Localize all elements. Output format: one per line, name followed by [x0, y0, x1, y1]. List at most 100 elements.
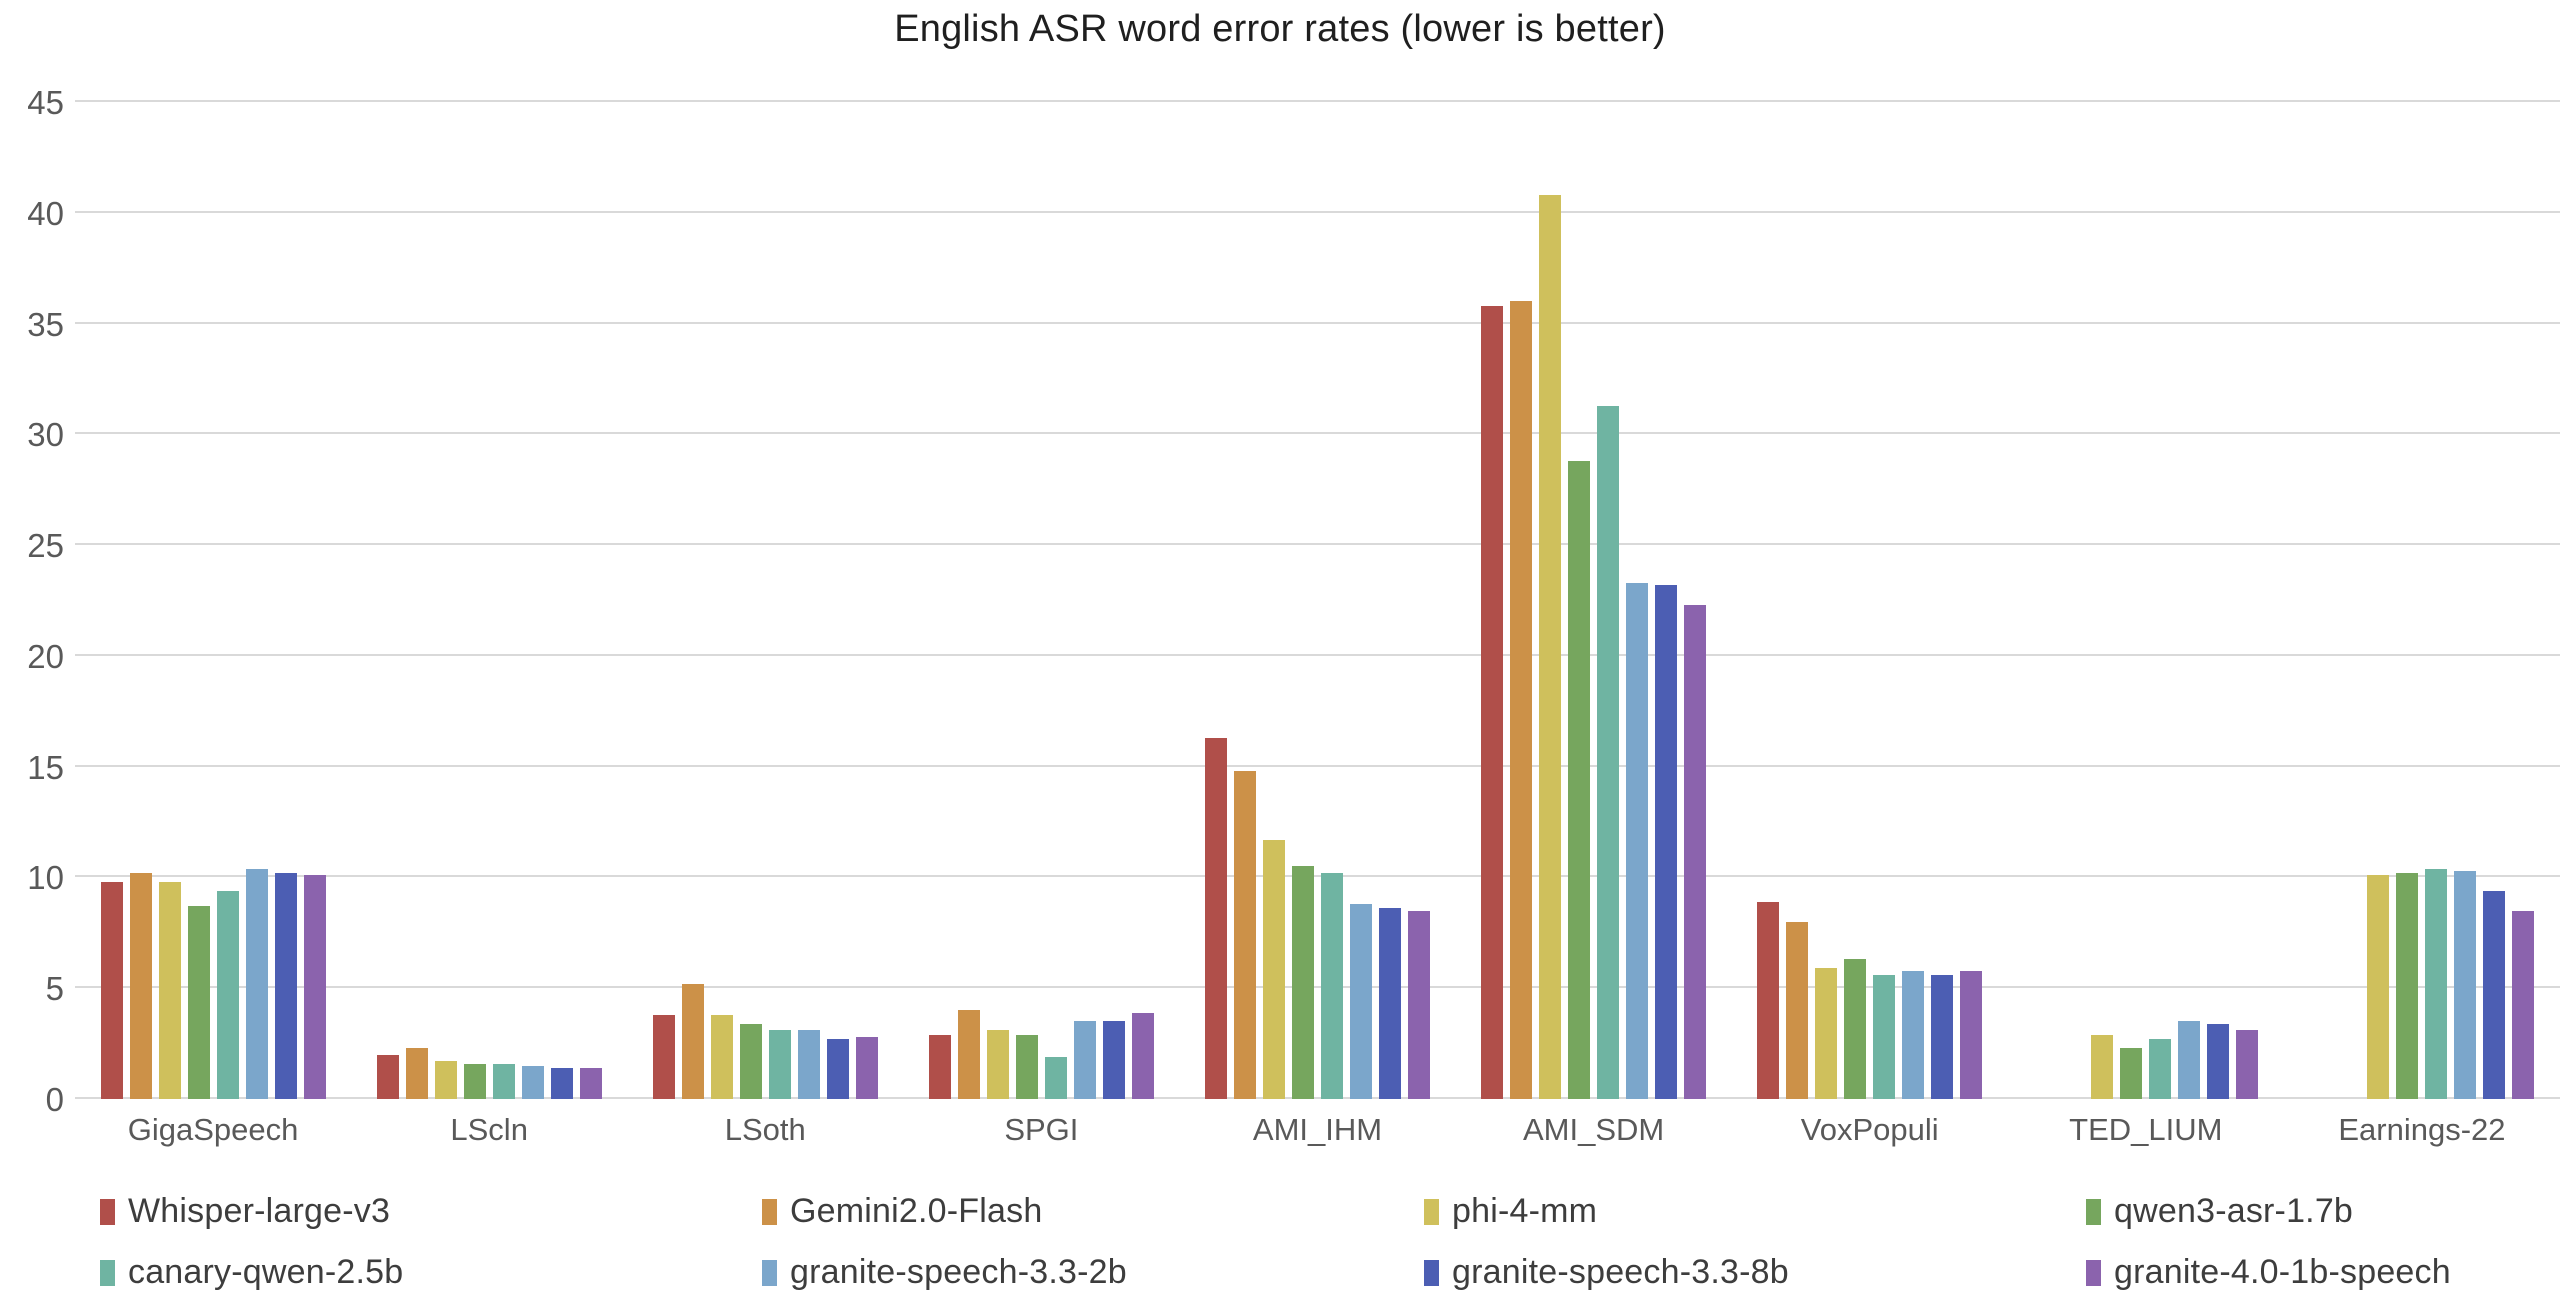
gridline-y-25	[75, 543, 2560, 546]
bar-canary-qwen-2.5b-SPGI	[1044, 1056, 1067, 1099]
bar-Gemini2.0-Flash-SPGI	[957, 1010, 980, 1099]
bar-slots	[376, 102, 602, 1099]
bar-slot	[463, 102, 486, 1099]
bar-slot	[2033, 102, 2055, 1099]
bar-slot	[579, 102, 602, 1099]
bar-Whisper-large-v3-VoxPopuli	[1757, 901, 1780, 1099]
bar-slot	[245, 102, 268, 1099]
bar-qwen3-asr-1.7b-AMI_SDM	[1568, 460, 1591, 1099]
bar-slot	[158, 102, 181, 1099]
bar-Gemini2.0-Flash-AMI_SDM	[1510, 301, 1533, 1099]
bar-group-GigaSpeech	[75, 102, 351, 1099]
legend-swatch-icon	[1424, 1198, 1439, 1225]
legend-label: qwen3-asr-1.7b	[2114, 1192, 2354, 1230]
bar-slot	[2149, 102, 2172, 1099]
bar-slot	[492, 102, 515, 1099]
bar-canary-qwen-2.5b-AMI_SDM	[1597, 405, 1620, 1099]
bar-slot	[2236, 102, 2259, 1099]
gridline-y-10	[75, 875, 2560, 878]
bar-slot	[1597, 102, 1620, 1099]
bar-slots	[1481, 102, 1707, 1099]
bar-slot	[274, 102, 297, 1099]
bar-granite-4.0-1b-speech-LSoth	[855, 1036, 878, 1099]
gridline-y-30	[75, 432, 2560, 435]
bar-slot	[768, 102, 791, 1099]
bar-granite-speech-3.3-2b-LScln	[521, 1065, 544, 1099]
bar-canary-qwen-2.5b-TED_LIUM	[2149, 1039, 2172, 1099]
bar-phi-4-mm-TED_LIUM	[2091, 1034, 2114, 1099]
legend-swatch-icon	[2086, 1259, 2101, 1286]
legend-label: Whisper-large-v3	[128, 1192, 391, 1230]
bar-slot	[376, 102, 399, 1099]
bar-canary-qwen-2.5b-AMI_IHM	[1320, 873, 1343, 1099]
bar-phi-4-mm-SPGI	[986, 1030, 1009, 1099]
bar-slots	[652, 102, 878, 1099]
bar-granite-speech-3.3-2b-GigaSpeech	[245, 868, 268, 1099]
legend-swatch-icon	[1424, 1259, 1439, 1286]
bar-granite-speech-3.3-2b-SPGI	[1073, 1021, 1096, 1099]
legend-swatch-icon	[100, 1198, 115, 1225]
bar-qwen3-asr-1.7b-LSoth	[739, 1023, 762, 1099]
bar-granite-4.0-1b-speech-TED_LIUM	[2236, 1030, 2259, 1099]
bar-granite-4.0-1b-speech-Earnings-22	[2512, 910, 2535, 1099]
bar-granite-speech-3.3-2b-VoxPopuli	[1902, 970, 1925, 1099]
bar-slot	[1102, 102, 1125, 1099]
y-axis-tick-label: 35	[27, 305, 64, 343]
bar-slot	[1073, 102, 1096, 1099]
plot-area: 0 5 10 15 20 25 30 35 40 45	[27, 84, 2560, 1118]
y-axis-tick-label: 10	[27, 859, 64, 897]
bar-phi-4-mm-Earnings-22	[2367, 875, 2390, 1099]
bar-slot	[986, 102, 1009, 1099]
legend-item-phi-4-mm: phi-4-mm	[1424, 1192, 2086, 1231]
bar-slots	[1757, 102, 1983, 1099]
y-axis-tick-label: 20	[27, 637, 64, 675]
legend-swatch-icon	[2086, 1198, 2101, 1225]
bar-slot	[1786, 102, 1809, 1099]
bar-slot	[129, 102, 152, 1099]
legend-label: Gemini2.0-Flash	[790, 1192, 1043, 1230]
bar-slots	[1204, 102, 1430, 1099]
bar-slot	[1349, 102, 1372, 1099]
bar-slot	[1757, 102, 1780, 1099]
x-axis-label-AMI_IHM: AMI_IHM	[1252, 1112, 1383, 1147]
bar-phi-4-mm-LScln	[434, 1061, 457, 1099]
bar-slot	[521, 102, 544, 1099]
x-axis-label-AMI_SDM: AMI_SDM	[1522, 1112, 1665, 1147]
legend-label: granite-4.0-1b-speech	[2114, 1253, 2451, 1291]
bar-slot	[2425, 102, 2448, 1099]
bar-slot	[1044, 102, 1067, 1099]
bar-Whisper-large-v3-LScln	[376, 1054, 399, 1099]
x-axis-labels: GigaSpeech LScln LSoth SPGI AMI_IHM AMI_SDM Vo…	[75, 1112, 2560, 1148]
bar-phi-4-mm-GigaSpeech	[158, 881, 181, 1099]
gridline-y-40	[75, 210, 2560, 213]
bar-slots	[928, 102, 1154, 1099]
bar-Gemini2.0-Flash-LSoth	[681, 983, 704, 1099]
bar-Gemini2.0-Flash-VoxPopuli	[1786, 921, 1809, 1099]
legend-item-granite-4.0-1b-speech: granite-4.0-1b-speech	[2086, 1253, 2560, 1292]
bar-canary-qwen-2.5b-LSoth	[768, 1030, 791, 1099]
bar-granite-speech-3.3-2b-AMI_IHM	[1349, 904, 1372, 1099]
legend-item-granite-speech-3.3-2b: granite-speech-3.3-2b	[762, 1253, 1424, 1292]
bar-qwen3-asr-1.7b-GigaSpeech	[187, 906, 210, 1099]
bar-granite-4.0-1b-speech-LScln	[579, 1067, 602, 1099]
bar-qwen3-asr-1.7b-SPGI	[1015, 1034, 1038, 1099]
bar-group-SPGI	[903, 102, 1179, 1099]
bar-slot	[2454, 102, 2477, 1099]
bar-canary-qwen-2.5b-GigaSpeech	[216, 890, 239, 1099]
x-axis-label-VoxPopuli: VoxPopuli	[1800, 1112, 1939, 1147]
bar-Whisper-large-v3-SPGI	[928, 1034, 951, 1099]
bar-slot	[216, 102, 239, 1099]
bar-slot	[1902, 102, 1925, 1099]
bar-phi-4-mm-AMI_IHM	[1262, 839, 1285, 1099]
x-axis-label-Earnings-22: Earnings-22	[2338, 1112, 2506, 1147]
gridline-y-35	[75, 321, 2560, 324]
bar-granite-speech-3.3-2b-LSoth	[797, 1030, 820, 1099]
y-axis-tick-label: 5	[45, 970, 64, 1008]
bar-slot	[1481, 102, 1504, 1099]
bar-slot	[2091, 102, 2114, 1099]
bar-slot	[1844, 102, 1867, 1099]
bar-slot	[1510, 102, 1533, 1099]
bar-qwen3-asr-1.7b-LScln	[463, 1063, 486, 1099]
bar-slot	[1378, 102, 1401, 1099]
bar-slot	[2120, 102, 2143, 1099]
